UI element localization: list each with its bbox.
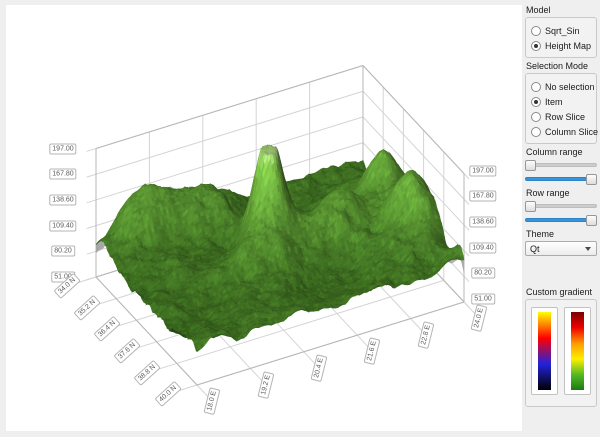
radio-icon xyxy=(531,25,541,36)
radio-icon xyxy=(531,40,541,51)
value-axis-tick-label: 51.00 xyxy=(471,293,495,305)
radio-icon xyxy=(531,96,541,107)
model-label: Model xyxy=(526,5,551,15)
surface-canvas[interactable] xyxy=(6,5,522,431)
radio-label: Item xyxy=(545,96,563,107)
value-axis-tick-label: 109.40 xyxy=(49,220,77,232)
radio-label: Row Slice xyxy=(545,111,586,122)
gradient-swatch xyxy=(571,312,584,390)
theme-combo-value: Qt xyxy=(530,243,540,254)
radio-icon xyxy=(531,111,541,122)
value-axis-tick-label: 138.60 xyxy=(469,216,497,228)
radio-height-map[interactable]: Height Map xyxy=(531,38,593,53)
radio-no-selection[interactable]: No selection xyxy=(531,79,595,94)
value-axis-tick-label: 80.20 xyxy=(471,267,495,279)
value-axis-tick-label: 138.60 xyxy=(49,194,77,206)
radio-row-slice[interactable]: Row Slice xyxy=(531,109,593,124)
value-axis-tick-label: 197.00 xyxy=(469,165,497,177)
gradient-swatch xyxy=(538,312,551,390)
slider-handle[interactable] xyxy=(586,215,597,226)
column-range-min-slider[interactable] xyxy=(525,160,597,171)
value-axis-tick-label: 80.20 xyxy=(51,245,75,257)
model-group: Sqrt_Sin Height Map xyxy=(525,17,597,58)
gradient-yellow-red-blue-black-button[interactable] xyxy=(531,307,558,395)
radio-label: Height Map xyxy=(545,40,592,51)
radio-icon xyxy=(531,126,541,137)
theme-label: Theme xyxy=(526,229,555,239)
radio-label: Sqrt_Sin xyxy=(545,25,580,36)
radio-label: Column Slice xyxy=(545,126,599,137)
surface-plot: 51.00 51.00 80.20 80.20 109.40 109.40 138.60 13… xyxy=(6,5,522,431)
value-axis-tick-label: 197.00 xyxy=(49,143,77,155)
slider-handle[interactable] xyxy=(525,160,536,171)
theme-combo[interactable]: Qt xyxy=(525,241,597,256)
column-range-max-slider[interactable] xyxy=(525,174,597,185)
radio-item[interactable]: Item xyxy=(531,94,593,109)
radio-icon xyxy=(531,81,541,92)
slider-handle[interactable] xyxy=(586,174,597,185)
custom-gradient-group xyxy=(525,299,597,407)
column-range-label: Column range xyxy=(526,147,583,157)
value-axis-tick-label: 167.80 xyxy=(469,190,497,202)
radio-column-slice[interactable]: Column Slice xyxy=(531,124,598,139)
value-axis-tick-label: 109.40 xyxy=(469,242,497,254)
control-panel: Model Sqrt_Sin Height Map Selection Mode… xyxy=(521,0,600,437)
selection-mode-group: No selection Item Row Slice Column Slice xyxy=(525,73,598,144)
gradient-red-yellow-green-button[interactable] xyxy=(564,307,591,395)
row-range-label: Row range xyxy=(526,188,570,198)
slider-handle[interactable] xyxy=(525,201,536,212)
row-range-max-slider[interactable] xyxy=(525,215,597,226)
value-axis-tick-label: 167.80 xyxy=(49,168,77,180)
radio-label: No selection xyxy=(545,81,595,92)
selection-mode-label: Selection Mode xyxy=(526,61,589,71)
row-range-min-slider[interactable] xyxy=(525,201,597,212)
chevron-down-icon xyxy=(585,246,591,251)
custom-gradient-label: Custom gradient xyxy=(526,287,593,297)
radio-sqrt-sin[interactable]: Sqrt_Sin xyxy=(531,23,593,38)
